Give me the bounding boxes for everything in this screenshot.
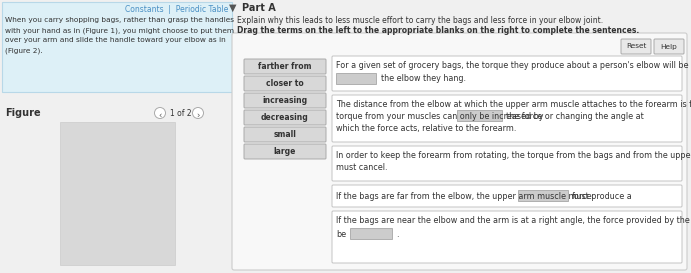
- Text: ›: ›: [196, 111, 200, 120]
- Text: torque from your muscles can only be increased by: torque from your muscles can only be inc…: [336, 112, 544, 121]
- Text: must cancel.: must cancel.: [336, 163, 388, 172]
- Text: the force or changing the angle at: the force or changing the angle at: [506, 112, 644, 121]
- Text: force.: force.: [572, 192, 595, 201]
- FancyBboxPatch shape: [244, 110, 326, 125]
- Circle shape: [193, 108, 204, 118]
- Text: Reset: Reset: [626, 43, 646, 49]
- FancyBboxPatch shape: [332, 56, 682, 91]
- Text: (Figure 2).: (Figure 2).: [5, 47, 43, 54]
- Text: over your arm and slide the handle toward your elbow as in: over your arm and slide the handle towar…: [5, 37, 226, 43]
- Text: Help: Help: [661, 43, 677, 49]
- Bar: [518, 190, 568, 201]
- FancyBboxPatch shape: [232, 33, 687, 270]
- FancyBboxPatch shape: [244, 127, 326, 142]
- Text: closer to: closer to: [266, 79, 304, 88]
- Bar: [350, 228, 392, 239]
- Text: In order to keep the forearm from rotating, the torque from the bags and from th: In order to keep the forearm from rotati…: [336, 151, 691, 160]
- Text: Figure: Figure: [5, 108, 41, 118]
- FancyBboxPatch shape: [244, 93, 326, 108]
- Text: with your hand as in (Figure 1), you might choose to put them: with your hand as in (Figure 1), you mig…: [5, 27, 234, 34]
- FancyBboxPatch shape: [244, 59, 326, 74]
- Text: which the force acts, relative to the forearm.: which the force acts, relative to the fo…: [336, 124, 516, 133]
- Bar: [457, 110, 502, 121]
- Text: be: be: [336, 230, 346, 239]
- FancyBboxPatch shape: [332, 211, 682, 263]
- FancyBboxPatch shape: [244, 144, 326, 159]
- Text: Constants  |  Periodic Table: Constants | Periodic Table: [124, 5, 228, 14]
- Text: Explain why this leads to less muscle effort to carry the bags and less force in: Explain why this leads to less muscle ef…: [237, 16, 603, 25]
- FancyBboxPatch shape: [332, 185, 682, 207]
- FancyBboxPatch shape: [332, 146, 682, 181]
- Text: decreasing: decreasing: [261, 113, 309, 122]
- Circle shape: [155, 108, 166, 118]
- Text: If the bags are near the elbow and the arm is at a right angle, the force provid: If the bags are near the elbow and the a…: [336, 216, 691, 225]
- Bar: [336, 73, 376, 84]
- Text: Part A: Part A: [242, 3, 276, 13]
- Text: For a given set of grocery bags, the torque they produce about a person's elbow : For a given set of grocery bags, the tor…: [336, 61, 691, 70]
- FancyBboxPatch shape: [621, 39, 651, 54]
- Text: the elbow they hang.: the elbow they hang.: [381, 74, 466, 83]
- Bar: [2, 2, 232, 92]
- Text: The distance from the elbow at which the upper arm muscle attaches to the forear: The distance from the elbow at which the…: [336, 100, 691, 109]
- Text: When you carry shopping bags, rather than grasp the handles: When you carry shopping bags, rather tha…: [5, 17, 234, 23]
- Text: Drag the terms on the left to the appropriate blanks on the right to complete th: Drag the terms on the left to the approp…: [237, 26, 639, 35]
- Text: If the bags are far from the elbow, the upper arm muscle must produce a: If the bags are far from the elbow, the …: [336, 192, 632, 201]
- FancyBboxPatch shape: [244, 76, 326, 91]
- Text: farther from: farther from: [258, 62, 312, 71]
- Text: ▼: ▼: [229, 3, 236, 13]
- Text: 1 of 2: 1 of 2: [170, 108, 191, 117]
- Bar: [60, 122, 175, 265]
- Text: .: .: [396, 230, 399, 239]
- Text: small: small: [274, 130, 296, 139]
- FancyBboxPatch shape: [654, 39, 684, 54]
- Text: large: large: [274, 147, 296, 156]
- FancyBboxPatch shape: [332, 95, 682, 142]
- Text: increasing: increasing: [263, 96, 307, 105]
- Text: ‹: ‹: [158, 111, 162, 120]
